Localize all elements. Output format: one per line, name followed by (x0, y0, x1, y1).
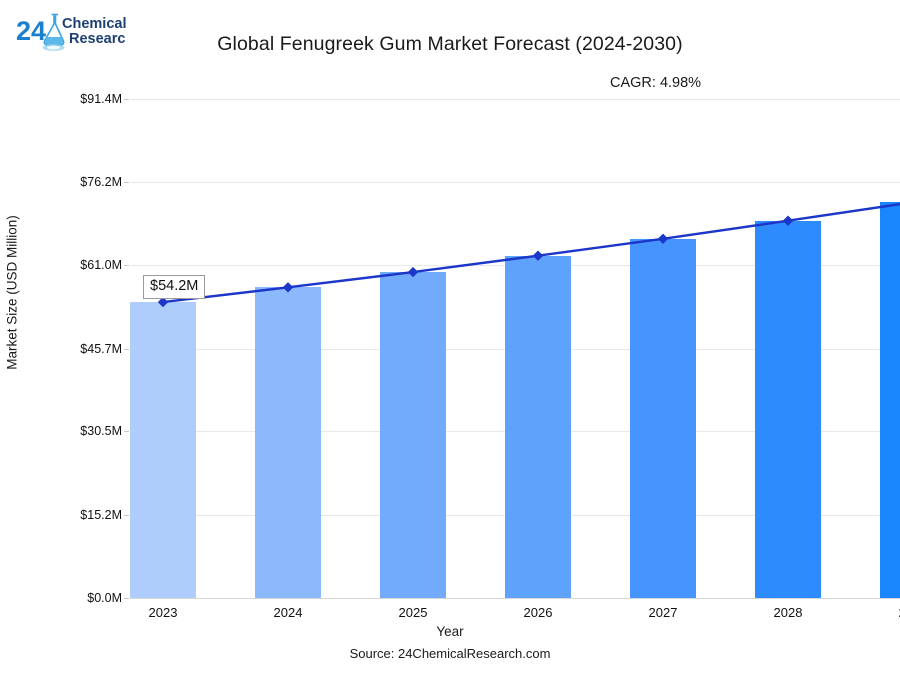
x-axis-tick-2026: 2026 (523, 605, 553, 620)
x-axis-tick-2027: 2027 (648, 605, 678, 620)
x-axis-tick-2028: 2028 (773, 605, 803, 620)
y-axis-tick-mark (124, 431, 129, 433)
gridline (130, 99, 900, 100)
trend-line-series (157, 202, 900, 308)
flask-icon (42, 13, 65, 51)
plot-area (130, 99, 900, 599)
bar-2025[interactable] (380, 272, 446, 598)
y-axis-tick-label: $0.0M (87, 591, 122, 605)
bar-2027[interactable] (630, 238, 696, 598)
y-axis-tick-label: $76.2M (80, 174, 122, 189)
source-note: Source: 24ChemicalResearch.com (349, 646, 551, 661)
y-axis-tick-label: $61.0M (80, 257, 122, 272)
x-axis-tick-2024: 2024 (273, 605, 303, 620)
bar-2026[interactable] (505, 255, 571, 598)
y-axis-label: Market Size (USD Million) (4, 215, 20, 370)
x-axis-tick-2029: 2029 (853, 605, 900, 620)
y-axis-tick-mark (124, 598, 129, 599)
brand-logo: 24 Chemical Research (14, 10, 126, 54)
gridline (130, 181, 900, 183)
x-axis-baseline (130, 598, 900, 599)
data-point-label: $54.2M (143, 275, 206, 299)
bar-2029[interactable] (880, 202, 900, 598)
bar-2024[interactable] (255, 287, 321, 598)
x-axis-tick-2025: 2025 (398, 605, 428, 620)
y-axis-tick-label: $15.2M (80, 508, 122, 522)
trend-marker-2028[interactable] (782, 215, 794, 226)
cagr-annotation: CAGR: 4.98% (610, 75, 702, 91)
y-axis: $0.0M $15.2M $30.5M $45.7M $61.0M $76.2M $91.4… (0, 0, 129, 680)
bar-2028[interactable] (755, 220, 821, 598)
y-axis-tick-mark (124, 515, 129, 516)
y-axis-tick-mark (124, 348, 129, 350)
x-axis-tick-2023: 2023 (148, 605, 178, 620)
logo-word-chemical: Chemical (62, 16, 126, 32)
x-axis-label: Year (436, 624, 464, 639)
trend-marker-2024[interactable] (282, 282, 294, 293)
y-axis-tick-label: $91.4M (80, 92, 122, 106)
y-axis-tick-mark (124, 264, 129, 266)
y-axis-tick-mark (124, 181, 129, 183)
logo-word-research: Research (69, 31, 126, 47)
y-axis-tick-mark (124, 99, 129, 100)
trend-marker-2026[interactable] (532, 250, 544, 261)
bar-2023[interactable] (130, 302, 196, 598)
logo-graphic: 24 Chemical Research (16, 13, 126, 51)
trend-marker-2027[interactable] (657, 233, 669, 244)
logo-number: 24 (16, 16, 46, 46)
chart-title: Global Fenugreek Gum Market Forecast (20… (217, 33, 683, 55)
trend-marker-2025[interactable] (407, 266, 419, 278)
y-axis-tick-label: $30.5M (80, 424, 122, 439)
y-axis-tick-label: $45.7M (80, 341, 122, 356)
